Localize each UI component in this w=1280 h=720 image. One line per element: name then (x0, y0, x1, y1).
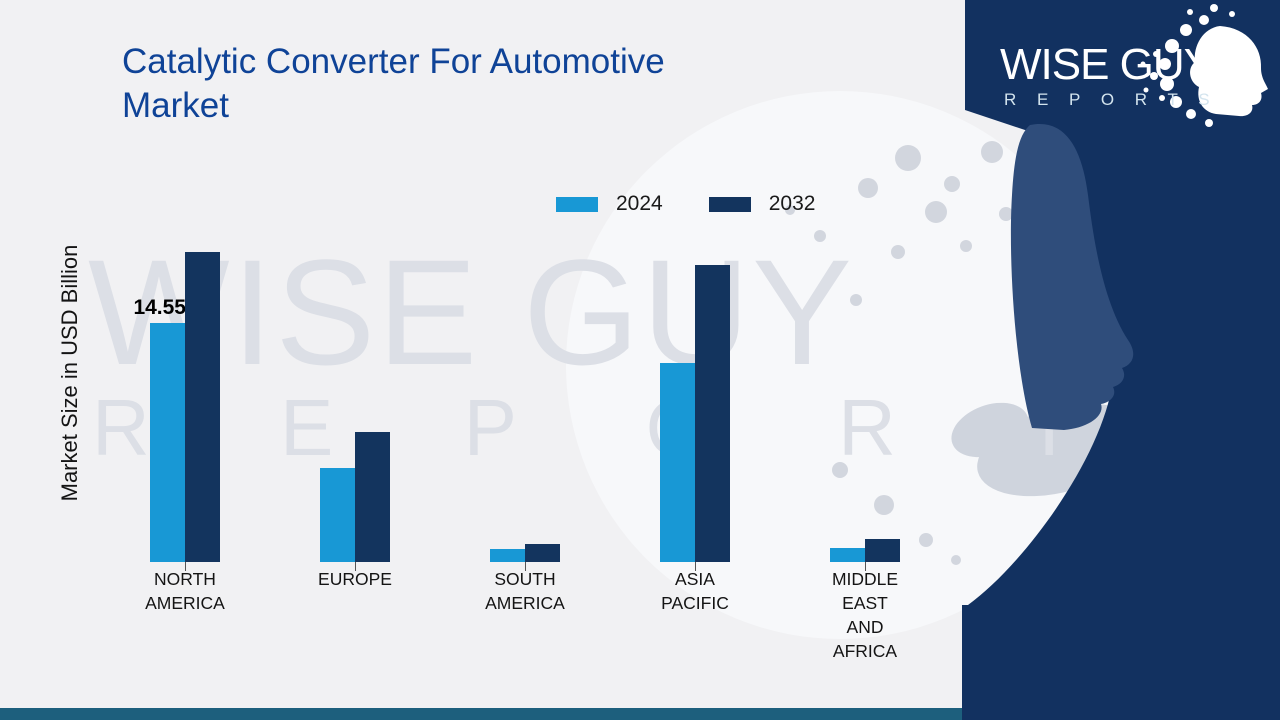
bar-2024-north-america (150, 323, 185, 562)
x-axis-tick (185, 562, 186, 571)
bar-2032-asia-pacific (695, 265, 730, 562)
legend-item-2024: 2024 (556, 192, 663, 216)
category-label-europe: EUROPE (318, 569, 392, 589)
bar-2024-asia-pacific (660, 363, 695, 562)
legend-swatch-2032 (708, 196, 751, 212)
legend-swatch-2024 (556, 196, 598, 212)
logo-plate (965, 0, 1280, 141)
legend-label-2032: 2032 (768, 192, 816, 215)
footer-bar (0, 708, 962, 720)
logo-wordmark: WISE GUY (1000, 40, 1213, 89)
y-axis-label: Market Size in USD Billion (57, 244, 82, 502)
category-label-asia-pacific: ASIA PACIFIC (661, 569, 729, 613)
category-label-middle-east-and-africa: MIDDLE EAST AND AFRICA (831, 569, 899, 661)
brand-artwork (962, 0, 1280, 720)
category-label-north-america: NORTH AMERICA (145, 569, 225, 613)
bar-2024-europe (320, 468, 355, 562)
bar-2024-south-america (490, 549, 525, 562)
logo-reports: R E P O R T S (1004, 90, 1218, 109)
corner-shape (962, 141, 1280, 720)
face-silhouette-icon (1010, 123, 1134, 431)
data-label-north-america-2024: 14.55 (133, 296, 186, 319)
bar-2032-europe (355, 432, 390, 562)
chart-legend: 2024 2032 (556, 192, 815, 216)
bar-2032-north-america (185, 252, 220, 562)
category-label-south-america: SOUTH AMERICA (485, 569, 565, 613)
bar-2032-south-america (525, 544, 560, 562)
logo-head-icon (1190, 26, 1268, 117)
x-axis-tick (355, 562, 356, 571)
x-axis-tick (865, 562, 866, 571)
legend-label-2024: 2024 (616, 192, 663, 215)
legend-item-2032: 2032 (708, 192, 816, 216)
page-title: Catalytic Converter For Automotive Marke… (122, 42, 665, 125)
x-axis-tick (525, 562, 526, 571)
bar-2032-middle-east-and-africa (865, 539, 900, 562)
logo-head-dots (1140, 4, 1235, 127)
bar-2024-middle-east-and-africa (830, 548, 865, 562)
x-axis-tick (695, 562, 696, 571)
